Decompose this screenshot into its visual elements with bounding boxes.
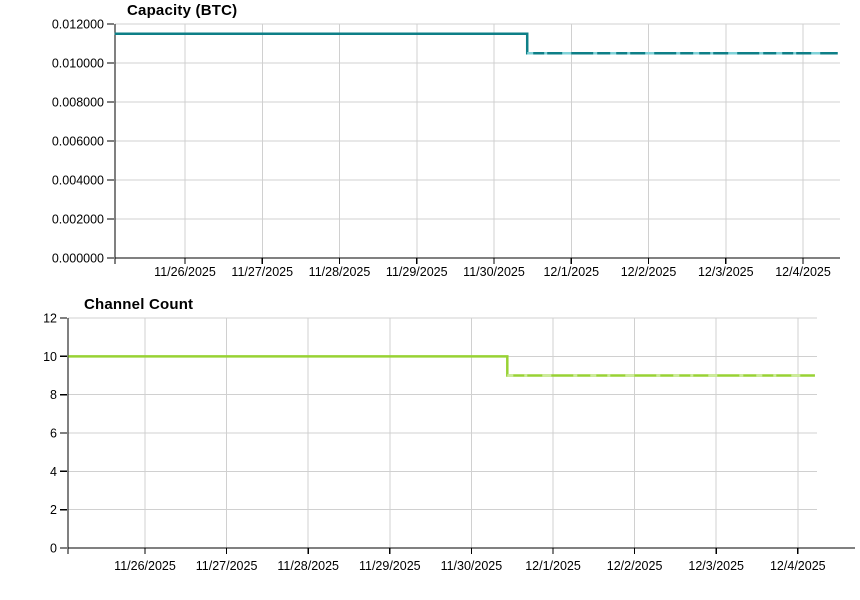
y-tick-label: 12 (43, 312, 57, 326)
y-tick-label: 8 (50, 388, 57, 402)
y-tick-label: 4 (50, 465, 57, 479)
capacity-chart-title: Capacity (BTC) (127, 2, 238, 19)
y-tick-label: 0.012000 (52, 18, 104, 32)
x-tick-label: 11/29/2025 (386, 265, 448, 279)
y-tick-label: 0.006000 (52, 135, 104, 149)
y-tick-label: 0.000000 (52, 252, 104, 266)
x-tick-label: 11/30/2025 (463, 265, 525, 279)
y-tick-label: 0 (50, 542, 57, 556)
x-tick-label: 12/1/2025 (525, 559, 581, 573)
x-tick-label: 11/27/2025 (196, 559, 258, 573)
x-tick-label: 11/27/2025 (231, 265, 293, 279)
x-tick-label: 11/28/2025 (309, 265, 371, 279)
x-tick-label: 11/29/2025 (359, 559, 421, 573)
channel_count-series-line (68, 355, 815, 377)
x-tick-label: 12/4/2025 (775, 265, 831, 279)
x-tick-label: 12/4/2025 (770, 559, 826, 573)
capacity-chart: 0.000000 0.002000 0.004000 0.006000 0.008000… (52, 18, 840, 279)
channel-count-chart: 0 2 4 6 8 10 12 11/26/2025 11/27/2025 11/28/2025 1… (43, 312, 855, 573)
x-tick-label: 12/2/2025 (607, 559, 663, 573)
x-tick-label: 12/1/2025 (543, 265, 599, 279)
y-tick-label: 10 (43, 350, 57, 364)
x-tick-label: 12/3/2025 (698, 265, 754, 279)
y-tick-label: 0.004000 (52, 174, 104, 188)
x-tick-label: 11/26/2025 (114, 559, 176, 573)
x-tick-label: 11/28/2025 (277, 559, 339, 573)
y-tick-label: 0.002000 (52, 213, 104, 227)
capacity_btc-series-line (114, 32, 838, 55)
y-tick-label: 6 (50, 427, 57, 441)
x-tick-label: 11/30/2025 (441, 559, 503, 573)
y-tick-label: 0.010000 (52, 57, 104, 71)
channel-count-chart-title: Channel Count (84, 296, 194, 313)
x-tick-label: 12/3/2025 (688, 559, 744, 573)
x-tick-label: 12/2/2025 (621, 265, 677, 279)
y-tick-label: 2 (50, 503, 57, 517)
x-tick-label: 11/26/2025 (154, 265, 216, 279)
y-tick-label: 0.008000 (52, 96, 104, 110)
